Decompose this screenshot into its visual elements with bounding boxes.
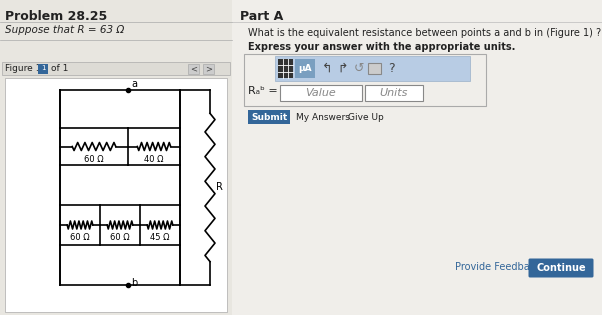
- FancyBboxPatch shape: [275, 56, 470, 81]
- Text: ↱: ↱: [338, 62, 348, 75]
- Text: >: >: [205, 64, 212, 73]
- Text: Suppose that R = 63 Ω: Suppose that R = 63 Ω: [5, 25, 124, 35]
- Text: 60 Ω: 60 Ω: [110, 233, 130, 242]
- Text: My Answers: My Answers: [296, 112, 350, 122]
- FancyBboxPatch shape: [2, 62, 230, 75]
- FancyBboxPatch shape: [295, 59, 315, 78]
- Text: Problem 28.25: Problem 28.25: [5, 10, 107, 23]
- FancyBboxPatch shape: [365, 85, 423, 101]
- FancyBboxPatch shape: [232, 0, 602, 315]
- Text: What is the equivalent resistance between points a and b in (Figure 1) ?: What is the equivalent resistance betwee…: [248, 28, 601, 38]
- Text: Continue: Continue: [536, 263, 586, 273]
- FancyBboxPatch shape: [203, 64, 214, 73]
- FancyBboxPatch shape: [368, 63, 381, 74]
- Text: 1: 1: [41, 66, 45, 72]
- Text: Figure 1: Figure 1: [5, 64, 42, 73]
- FancyBboxPatch shape: [188, 64, 199, 73]
- Text: ?: ?: [388, 62, 394, 75]
- FancyBboxPatch shape: [278, 59, 293, 78]
- Text: b: b: [131, 278, 137, 288]
- Text: Part A: Part A: [240, 10, 284, 23]
- FancyBboxPatch shape: [529, 259, 594, 278]
- Text: 45 Ω: 45 Ω: [150, 233, 170, 242]
- FancyBboxPatch shape: [248, 110, 290, 124]
- Text: R: R: [216, 182, 223, 192]
- Text: 60 Ω: 60 Ω: [84, 154, 104, 163]
- FancyBboxPatch shape: [38, 64, 48, 73]
- Text: Rₐᵇ =: Rₐᵇ =: [248, 86, 278, 96]
- Text: Provide Feedback: Provide Feedback: [455, 262, 541, 272]
- Text: ↰: ↰: [321, 62, 332, 75]
- Text: Units: Units: [380, 88, 408, 98]
- Text: of 1: of 1: [51, 64, 69, 73]
- Text: a: a: [131, 79, 137, 89]
- FancyBboxPatch shape: [5, 78, 227, 312]
- Text: 40 Ω: 40 Ω: [144, 154, 164, 163]
- Text: 60 Ω: 60 Ω: [70, 233, 90, 242]
- Text: Submit: Submit: [251, 112, 287, 122]
- Text: Give Up: Give Up: [348, 112, 383, 122]
- Text: <: <: [190, 64, 197, 73]
- Text: ↺: ↺: [354, 62, 364, 75]
- Text: Value: Value: [306, 88, 337, 98]
- FancyBboxPatch shape: [0, 0, 232, 315]
- Text: Express your answer with the appropriate units.: Express your answer with the appropriate…: [248, 42, 515, 52]
- FancyBboxPatch shape: [280, 85, 362, 101]
- Text: μA: μA: [298, 64, 312, 73]
